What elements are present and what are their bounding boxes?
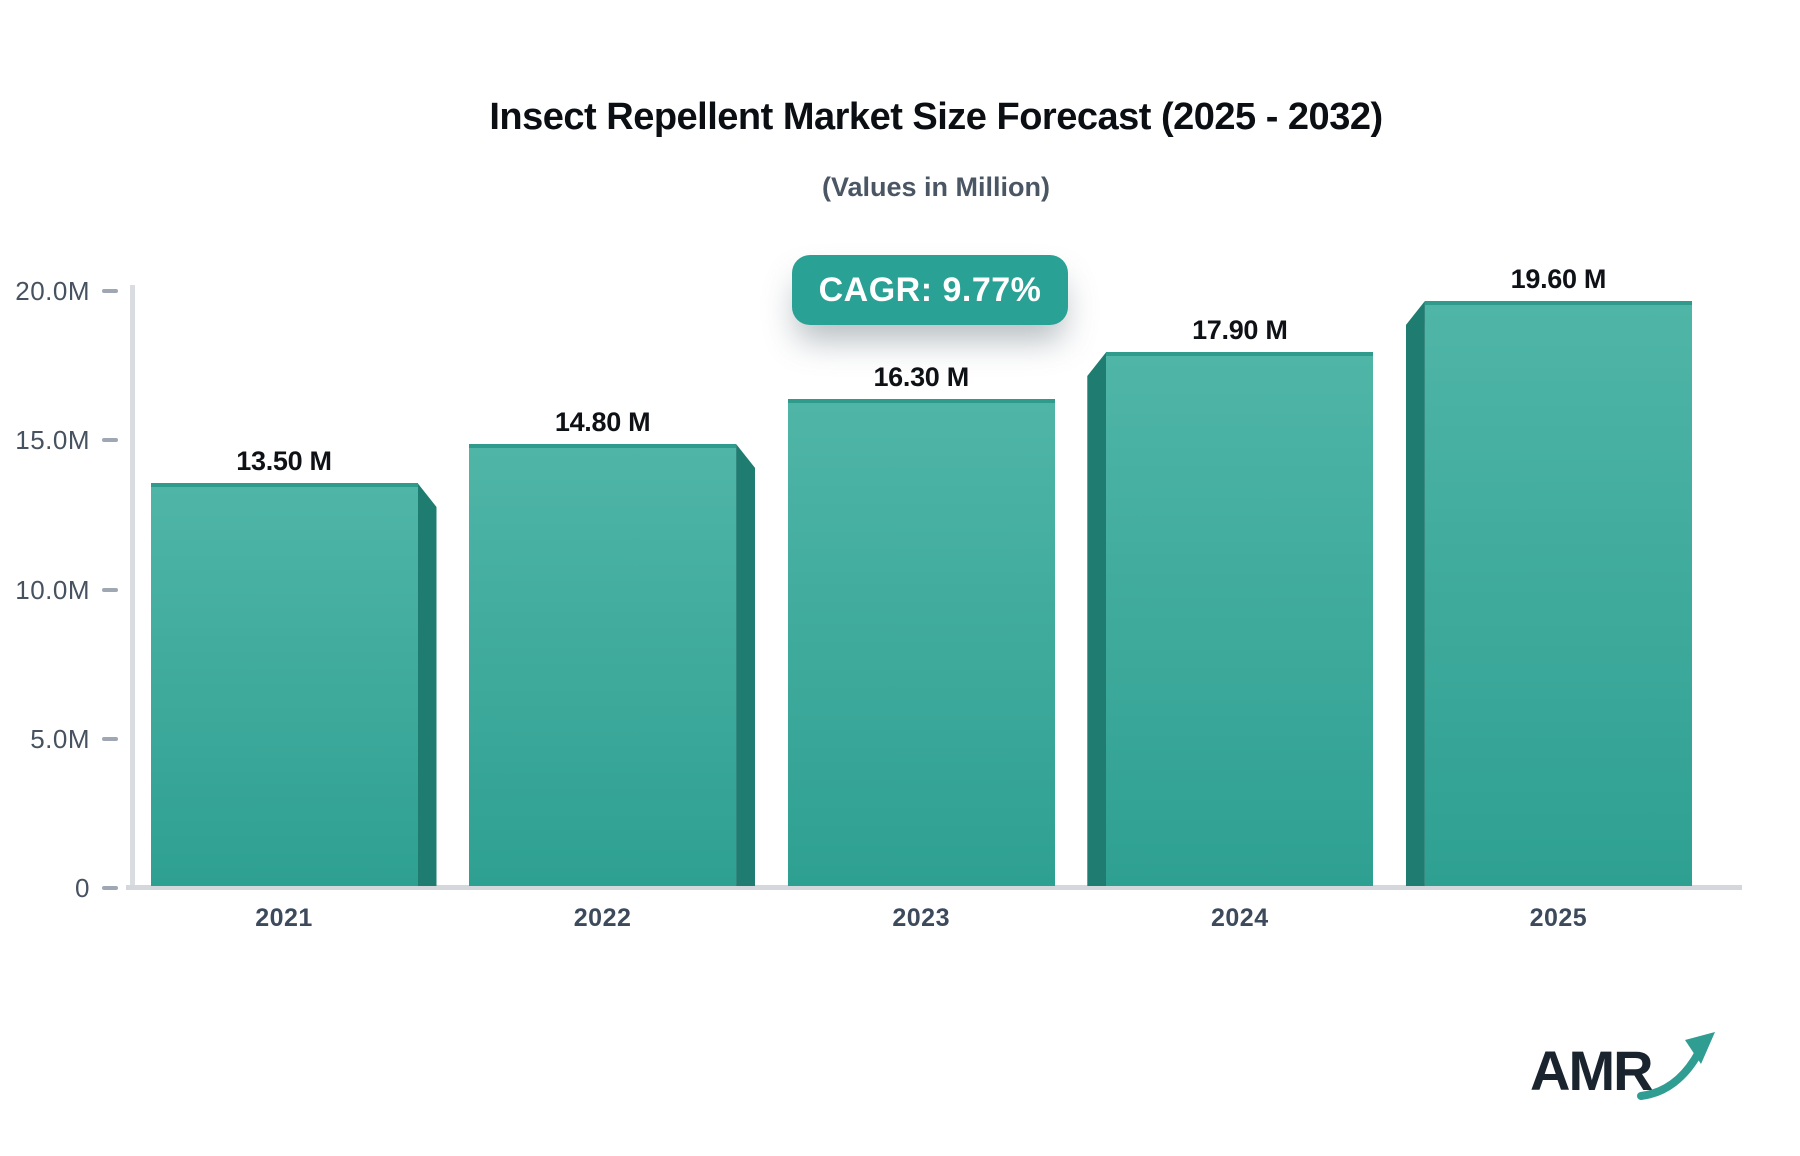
y-tick-dash bbox=[102, 736, 118, 741]
x-axis-year-label: 2021 bbox=[255, 904, 313, 932]
bar-face bbox=[787, 399, 1055, 886]
y-tick-label: 10.0M bbox=[15, 574, 90, 605]
bar-value-label: 17.90 M bbox=[1192, 315, 1288, 345]
bar-side-panel bbox=[1087, 352, 1107, 886]
bar-face bbox=[469, 444, 737, 886]
bar-value-label: 14.80 M bbox=[554, 407, 651, 437]
y-tick-label: 0 bbox=[75, 873, 90, 903]
bar-value-label: 19.60 M bbox=[1510, 264, 1607, 294]
chart-title: Insect Repellent Market Size Forecast (2… bbox=[489, 96, 1383, 138]
y-tick-dash bbox=[102, 289, 118, 293]
chart-subtitle: (Values in Million) bbox=[821, 172, 1051, 202]
bar-value-label: 16.30 M bbox=[873, 362, 969, 392]
x-axis-year-label: 2023 bbox=[892, 904, 950, 932]
x-axis-year-label: 2025 bbox=[1529, 904, 1588, 932]
y-axis-line bbox=[130, 285, 135, 890]
bar-face bbox=[1424, 301, 1692, 886]
bar-face bbox=[150, 483, 418, 886]
bar-face bbox=[1106, 352, 1374, 886]
bar-side-panel bbox=[736, 444, 756, 886]
cagr-badge-label: CAGR: 9.77% bbox=[818, 270, 1042, 309]
y-tick-dash bbox=[102, 886, 118, 890]
amr-logo: AMR bbox=[1525, 1030, 1725, 1110]
bar-side-panel bbox=[1405, 301, 1425, 886]
x-axis-year-label: 2024 bbox=[1210, 904, 1269, 932]
amr-logo-text: AMR bbox=[1530, 1039, 1654, 1102]
y-tick-dash bbox=[102, 587, 118, 592]
growth-arrow-icon bbox=[1637, 1032, 1715, 1100]
y-tick-label: 20.0M bbox=[15, 276, 90, 306]
y-tick-label: 5.0M bbox=[30, 723, 90, 754]
y-tick-label: 15.0M bbox=[15, 425, 90, 456]
x-axis-baseline bbox=[126, 885, 1742, 890]
x-axis-year-label: 2022 bbox=[573, 904, 632, 932]
cagr-badge: CAGR: 9.77% bbox=[792, 255, 1068, 325]
y-tick-dash bbox=[102, 438, 118, 443]
bar-value-label: 13.50 M bbox=[236, 446, 332, 476]
bar-side-panel bbox=[417, 483, 437, 886]
